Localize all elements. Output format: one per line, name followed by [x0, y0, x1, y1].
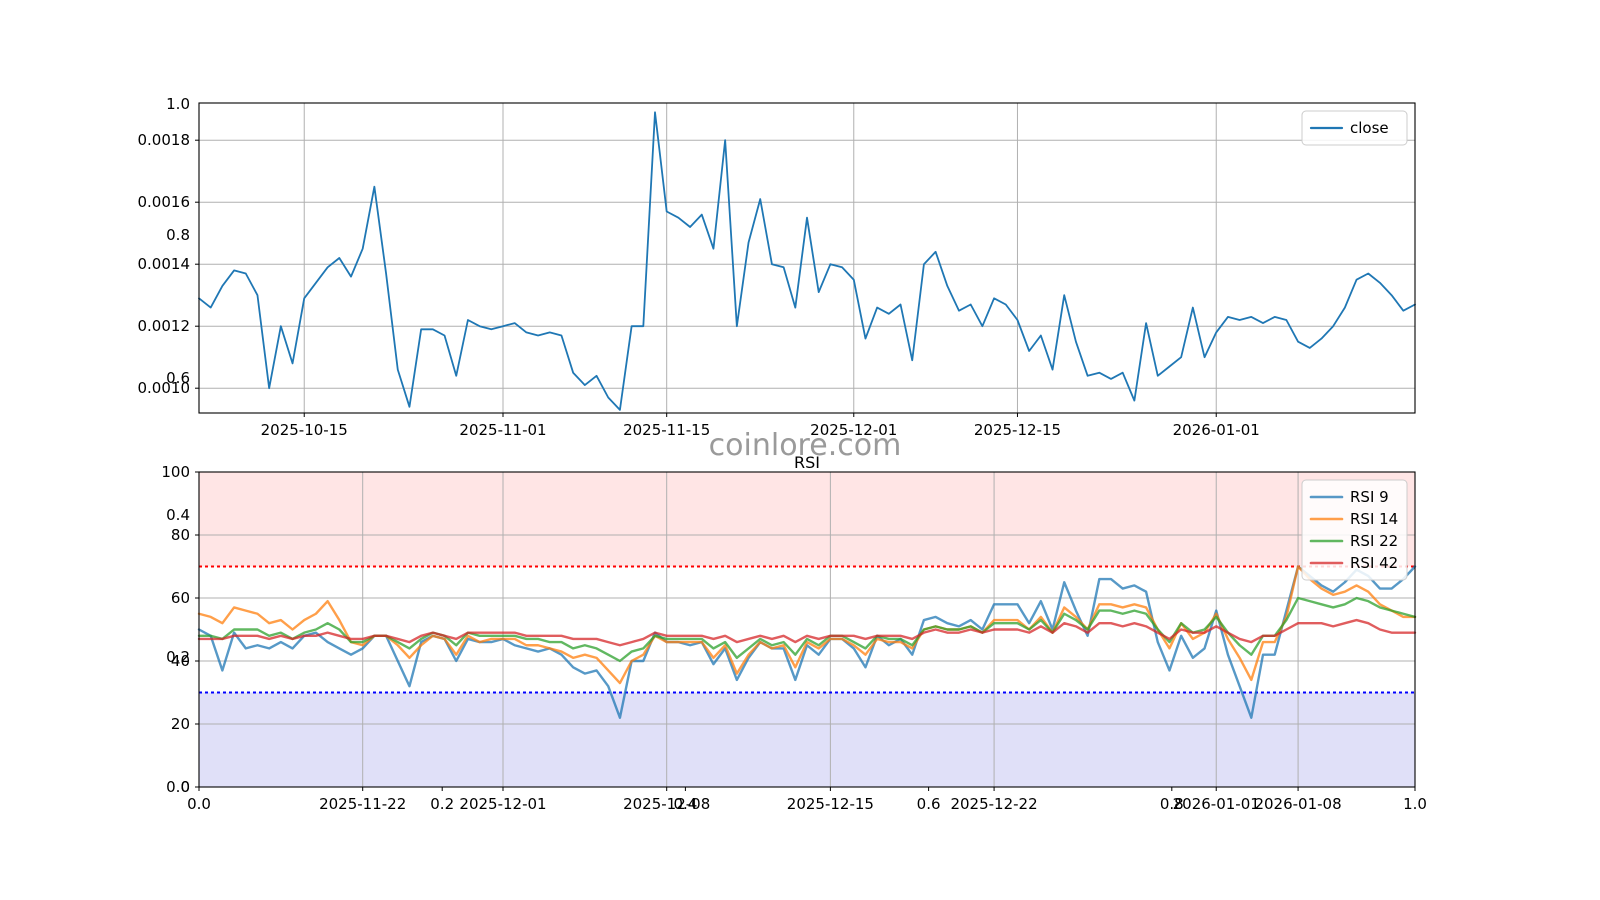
rsi-band — [199, 472, 1415, 567]
rsi-xtick-label: 2025-12-22 — [950, 795, 1037, 813]
rsi-xtick-label: 2025-12-08 — [623, 795, 710, 813]
rsi-y-overlay-labels: 0.0 0.2 0.4 — [166, 506, 190, 796]
price-xtick-label: 2025-11-15 — [623, 421, 710, 439]
rsi-threshold-lines — [199, 565, 1415, 694]
rsi-ytick-overlay-label: 0.4 — [166, 506, 190, 524]
price-ytick-label: 0.0014 — [138, 255, 191, 273]
rsi-xtick-label: 2025-11-22 — [319, 795, 406, 813]
price-xtick-label: 2025-10-15 — [261, 421, 348, 439]
rsi-xtick-label: 2026-01-08 — [1254, 795, 1341, 813]
rsi-legend-label: RSI 42 — [1350, 554, 1398, 572]
price-axes-frame — [198, 102, 1416, 414]
rsi-xtick-overlay-label: 0.0 — [187, 795, 211, 813]
rsi-line-rsi-22 — [197, 596, 1417, 663]
price-ytick-overlay-label: 1.0 — [166, 95, 190, 113]
rsi-ytick-label: 20 — [171, 715, 190, 733]
rsi-band — [199, 692, 1415, 787]
rsi-xtick-label: 2025-12-01 — [459, 795, 546, 813]
watermark: coinlore.com — [709, 428, 902, 463]
rsi-ytick-label: 60 — [171, 589, 190, 607]
rsi-line-rsi-42 — [197, 618, 1417, 647]
price-xtick-label: 2025-11-01 — [459, 421, 546, 439]
rsi-ytick-label: 100 — [161, 463, 190, 481]
rsi-xtick-overlay-label: 0.4 — [673, 795, 697, 813]
rsi-ytick-label: 40 — [171, 652, 190, 670]
rsi-ytick-marks — [195, 471, 199, 788]
rsi-legend-label: RSI 22 — [1350, 532, 1398, 550]
price-ytick-label: 0.0010 — [138, 379, 191, 397]
rsi-ytick-overlay-label: 0.0 — [166, 778, 190, 796]
rsi-x-axis-labels: 2025-11-22 2025-12-01 2025-12-08 2025-12-15… — [319, 795, 1342, 813]
price-xtick-label: 2026-01-01 — [1173, 421, 1260, 439]
rsi-panel-title: RSI — [794, 453, 820, 472]
price-legend[interactable]: close — [1301, 110, 1408, 146]
rsi-legend-label: RSI 9 — [1350, 488, 1389, 506]
price-y-axis-labels: 0.0010 0.0012 0.0014 0.0016 0.0018 — [138, 131, 191, 397]
rsi-legend-box — [1301, 479, 1408, 581]
rsi-xtick-marks — [198, 787, 1416, 791]
rsi-panel: 0 20 40 60 80 100 0.0 0.2 0.4 2025-11-22 2025-12… — [161, 453, 1427, 813]
rsi-ytick-label: 0 — [180, 778, 190, 796]
rsi-line-rsi-9 — [197, 565, 1417, 719]
rsi-y-axis-labels: 0 20 40 60 80 100 — [161, 463, 190, 796]
price-ytick-label: 0.0018 — [138, 131, 191, 149]
rsi-legend[interactable]: RSI 9 RSI 14 RSI 22 RSI 42 — [1301, 479, 1408, 581]
rsi-xtick-overlay-label: 0.8 — [1160, 795, 1184, 813]
rsi-legend-label: RSI 14 — [1350, 510, 1398, 528]
rsi-xtick-label: 2026-01-01 — [1173, 795, 1260, 813]
price-ytick-label: 0.0012 — [138, 317, 191, 335]
price-legend-box — [1301, 110, 1408, 146]
price-ytick-marks — [195, 139, 199, 389]
rsi-series-lines — [197, 565, 1417, 719]
price-ytick-overlay-label: 0.8 — [166, 226, 190, 244]
price-x-axis-labels: 2025-10-15 2025-11-01 2025-11-15 2025-12-01… — [261, 421, 1260, 439]
price-ytick-overlay-label: 0.6 — [166, 369, 190, 387]
price-line-close — [198, 111, 1416, 411]
rsi-xtick-overlay-label: 0.2 — [430, 795, 454, 813]
rsi-xtick-overlay-label: 0.6 — [917, 795, 941, 813]
price-xtick-label: 2025-12-01 — [810, 421, 897, 439]
price-y-overlay-labels: 0.6 0.8 1.0 — [166, 95, 190, 387]
price-ytick-label: 0.0016 — [138, 193, 191, 211]
price-panel: 0.0010 0.0012 0.0014 0.0016 0.0018 0.6 0.8 1.0… — [138, 95, 1416, 439]
rsi-threshold-bands — [199, 472, 1415, 787]
price-gridlines — [199, 103, 1415, 413]
price-series-lines — [198, 111, 1416, 411]
rsi-xtick-label: 2025-12-15 — [787, 795, 874, 813]
rsi-x-overlay-labels: 0.0 0.2 0.4 0.6 0.8 1.0 — [187, 795, 1427, 813]
rsi-ytick-overlay-label: 0.2 — [166, 648, 190, 666]
rsi-axes-frame — [198, 471, 1416, 788]
price-legend-label: close — [1350, 119, 1389, 137]
rsi-ytick-label: 80 — [171, 526, 190, 544]
rsi-xtick-overlay-label: 1.0 — [1403, 795, 1427, 813]
price-xtick-marks — [303, 413, 1217, 417]
price-plot-background — [199, 103, 1415, 413]
price-xtick-label: 2025-12-15 — [974, 421, 1061, 439]
